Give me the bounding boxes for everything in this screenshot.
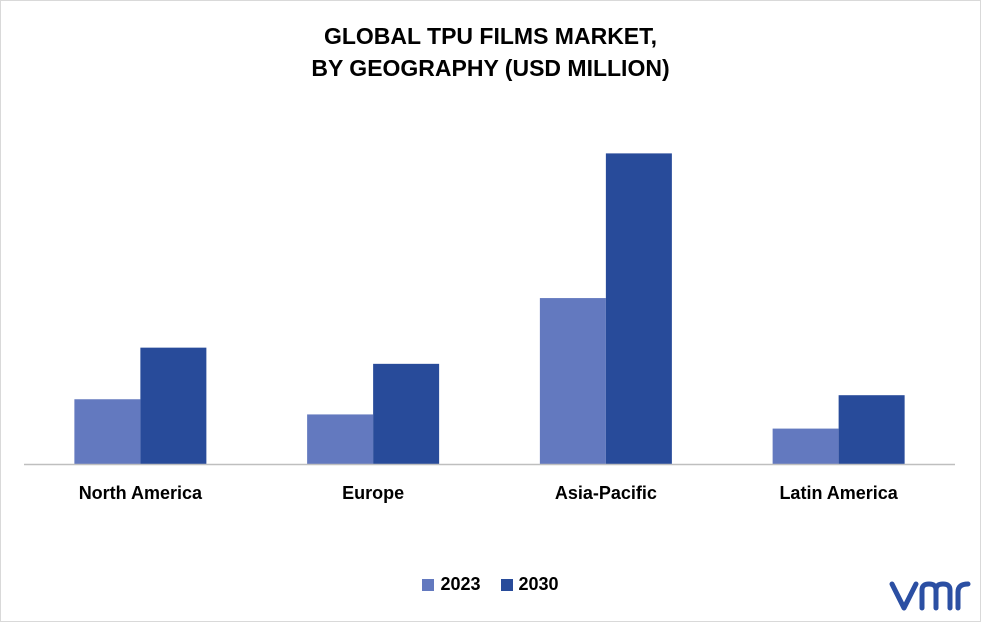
legend-item-2030: 2030 — [500, 574, 559, 595]
x-tick-label: Europe — [342, 483, 404, 503]
chart-title: GLOBAL TPU FILMS MARKET, BY GEOGRAPHY (U… — [0, 20, 981, 84]
legend-label-2023: 2023 — [440, 574, 481, 594]
legend-swatch-2030 — [500, 578, 513, 591]
chart-title-line1: GLOBAL TPU FILMS MARKET, — [323, 23, 658, 49]
bar-asia-pacific-2030 — [605, 153, 672, 464]
x-tick-label: North America — [79, 483, 203, 503]
vmr-logo — [889, 581, 971, 611]
bar-north-america-2030 — [140, 347, 207, 464]
legend-swatch-2023 — [422, 578, 435, 591]
bar-asia-pacific-2023 — [539, 298, 606, 464]
bar-north-america-2023 — [74, 399, 141, 464]
x-tick-label: Latin America — [779, 483, 898, 503]
legend-label-2030: 2030 — [518, 574, 559, 594]
bar-europe-2023 — [307, 414, 374, 464]
bar-latin-america-2030 — [838, 395, 905, 464]
bar-europe-2030 — [373, 363, 440, 464]
bar-latin-america-2023 — [772, 428, 839, 464]
x-tick-label: Asia-Pacific — [555, 483, 657, 503]
chart-title-line2: BY GEOGRAPHY (USD MILLION) — [311, 55, 670, 81]
chart-legend: 2023 2030 — [0, 574, 981, 595]
legend-item-2023: 2023 — [422, 574, 481, 595]
